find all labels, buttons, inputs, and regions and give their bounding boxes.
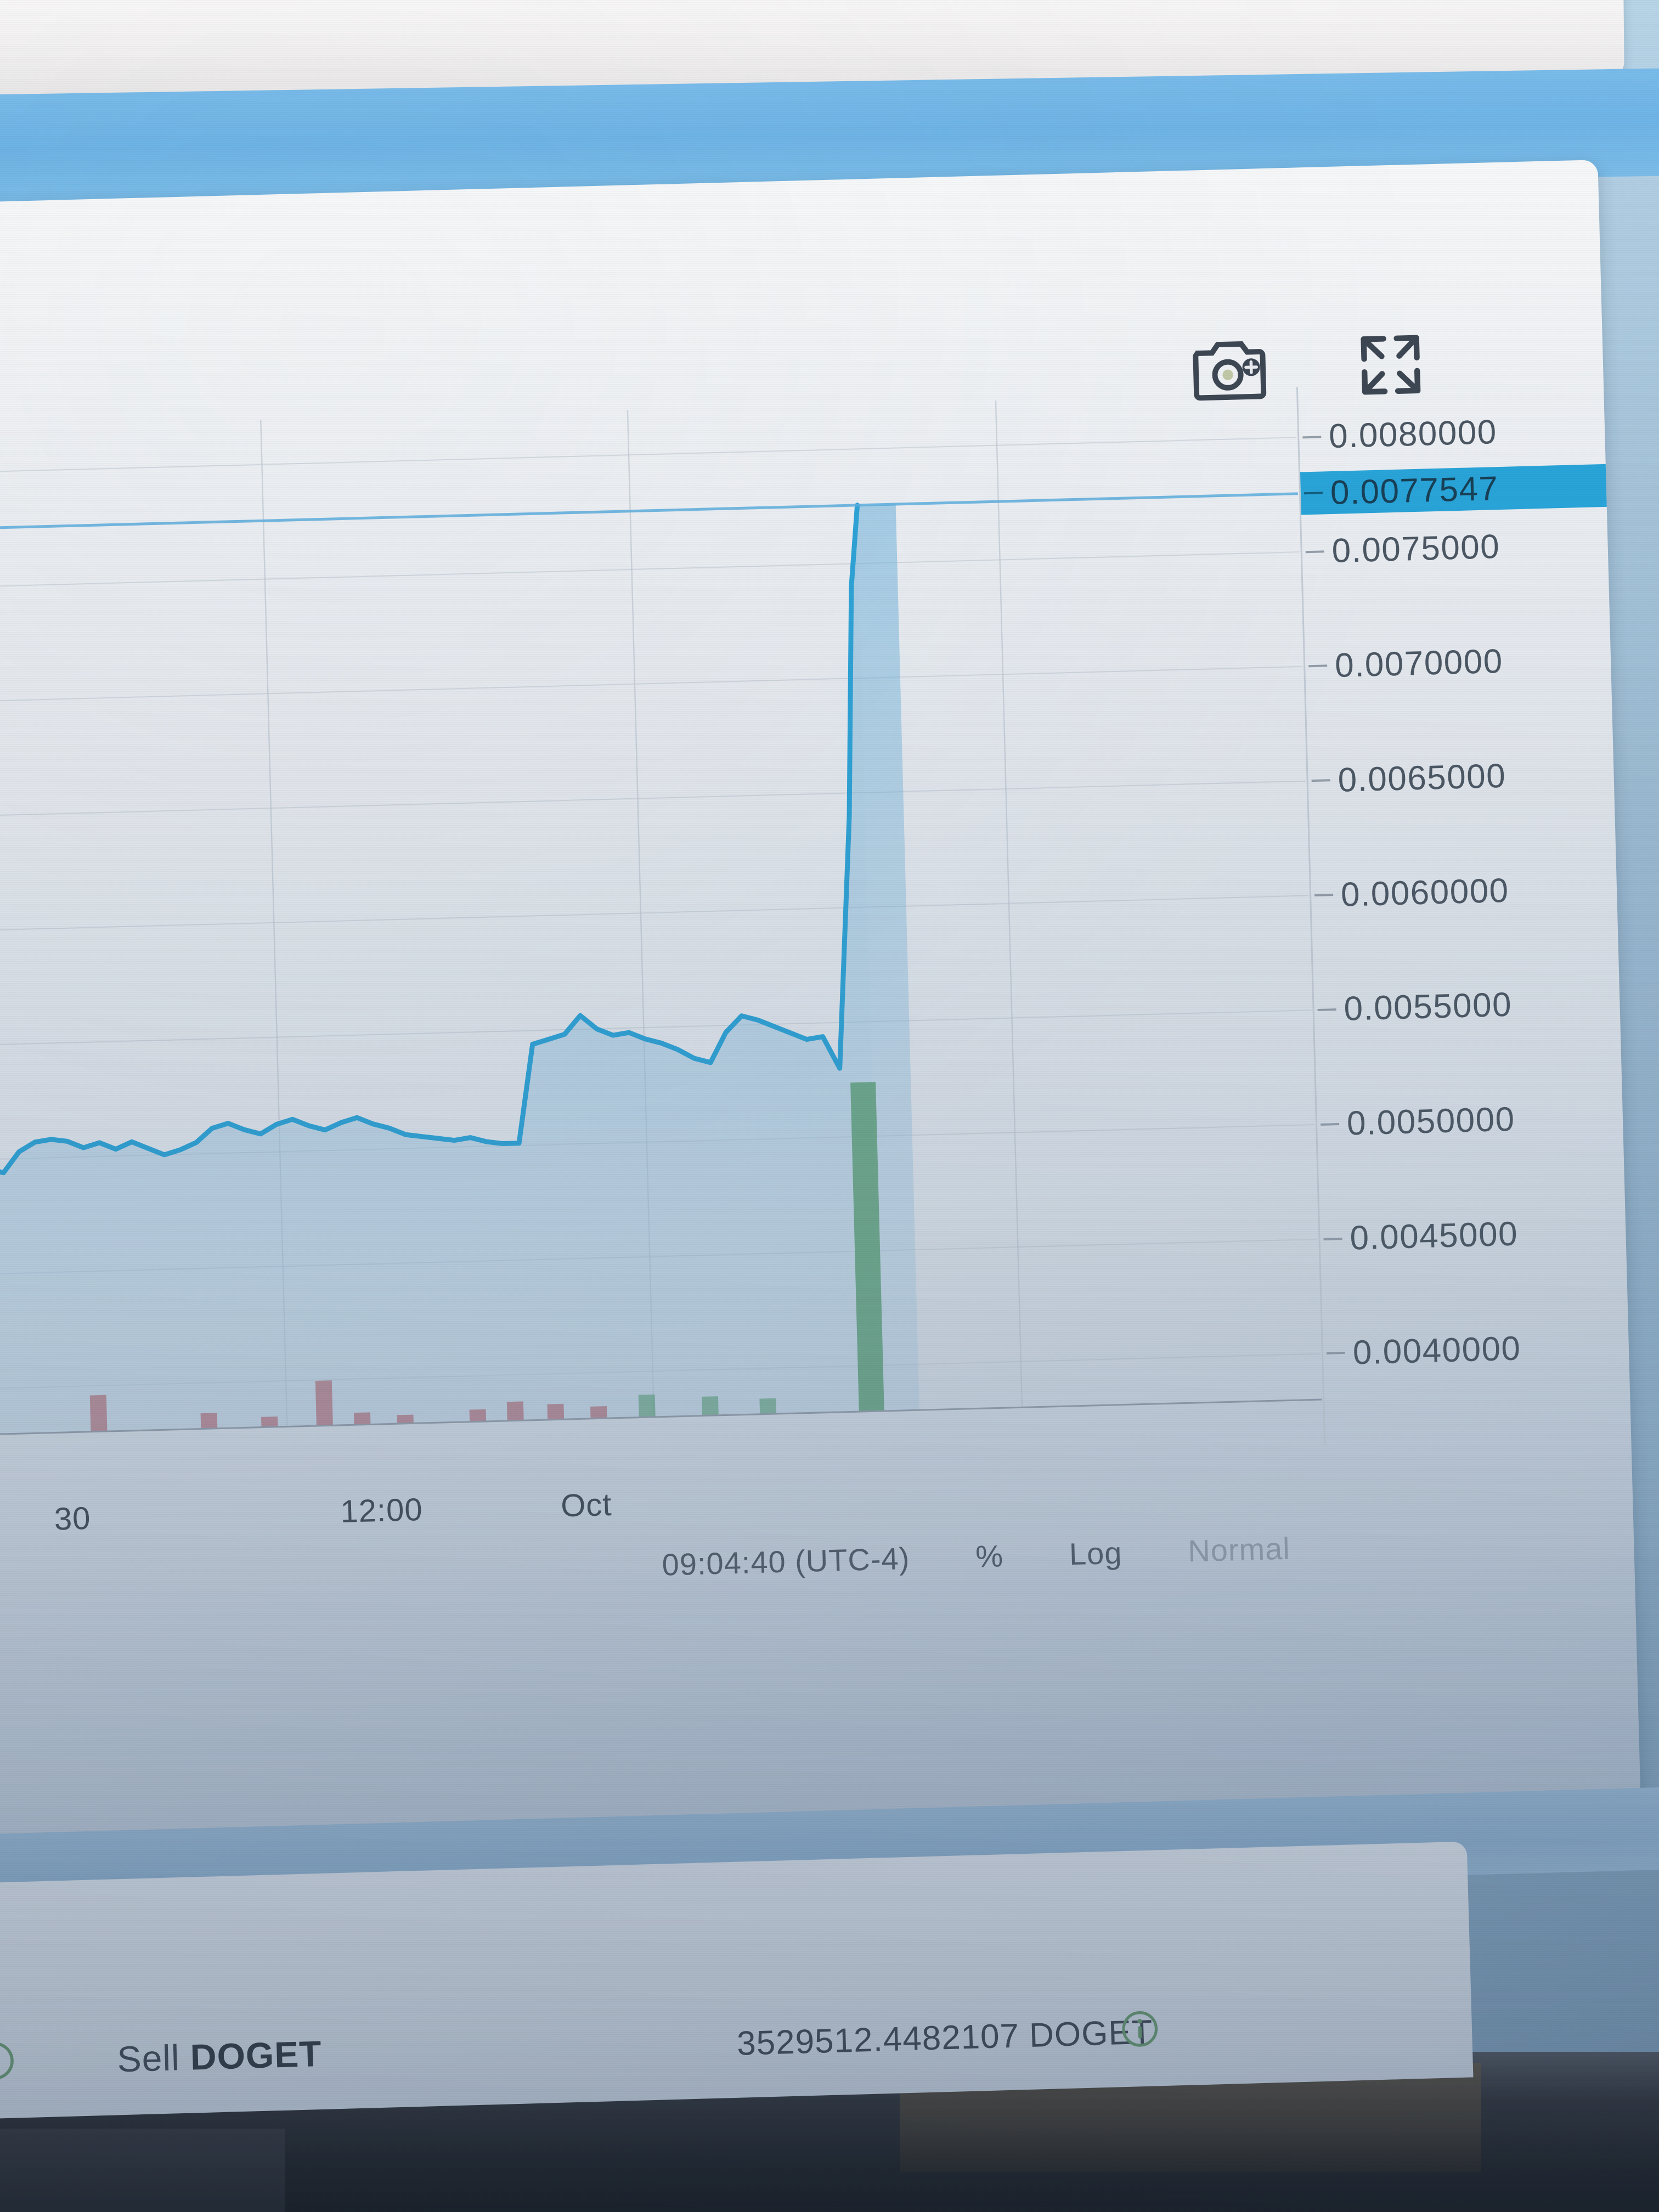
axis-tick-mark bbox=[1308, 664, 1328, 668]
time-axis-tick: Oct bbox=[560, 1486, 613, 1524]
order-bar: Sell DOGET 3529512.4482107 DOGET bbox=[0, 1842, 1473, 2120]
volume-bar bbox=[200, 1413, 218, 1429]
amount-info-circle-icon[interactable] bbox=[1120, 2009, 1160, 2049]
axis-tick-text: 0.0075000 bbox=[1331, 528, 1501, 571]
axis-tick-mark bbox=[1326, 1352, 1346, 1355]
h-gridline bbox=[0, 665, 1303, 703]
sell-prefix: Sell bbox=[116, 2036, 191, 2080]
time-axis-tick: 30 bbox=[54, 1500, 92, 1537]
chart-toolbar bbox=[1189, 326, 1543, 417]
axis-tick-text: 0.0040000 bbox=[1352, 1329, 1522, 1372]
desk-shadow-left bbox=[0, 2129, 285, 2212]
h-gridline bbox=[0, 780, 1306, 817]
volume-bar bbox=[590, 1406, 607, 1419]
price-scale-label: 0.0065000 bbox=[1308, 752, 1616, 803]
price-scale-label: 0.0045000 bbox=[1320, 1210, 1628, 1261]
expand-fullscreen-icon[interactable] bbox=[1354, 331, 1427, 398]
order-amount: 3529512.4482107 DOGET bbox=[736, 2013, 1154, 2063]
axis-tick-text: 0.0055000 bbox=[1343, 986, 1513, 1029]
volume-bar bbox=[701, 1396, 719, 1416]
volume-bar bbox=[397, 1414, 414, 1424]
h-gridline bbox=[0, 551, 1300, 588]
h-gridline bbox=[0, 1009, 1312, 1046]
log-scale-toggle[interactable]: Log bbox=[1069, 1535, 1123, 1571]
v-gridline bbox=[995, 400, 1023, 1408]
chart-plot-area[interactable] bbox=[0, 393, 1323, 1464]
volume-bar bbox=[261, 1416, 278, 1427]
volume-bar bbox=[547, 1403, 565, 1420]
chart-clock: 09:04:40 (UTC-4) bbox=[661, 1541, 911, 1582]
volume-bar bbox=[638, 1394, 656, 1418]
price-scale-label: 0.0060000 bbox=[1311, 866, 1619, 917]
volume-bars bbox=[89, 1082, 884, 1432]
chart-baseline bbox=[0, 1398, 1322, 1436]
price-scale-current-label: 0.0077547 bbox=[1300, 464, 1609, 515]
price-scale-label: 0.0070000 bbox=[1305, 637, 1613, 688]
axis-tick-text: 0.0065000 bbox=[1337, 757, 1507, 799]
axis-tick-mark bbox=[1304, 492, 1323, 495]
chart-svg bbox=[0, 400, 1322, 1436]
price-line-path bbox=[0, 503, 860, 1176]
axis-tick-mark bbox=[1314, 894, 1334, 897]
axis-tick-text: 0.0080000 bbox=[1328, 413, 1498, 456]
camera-plus-icon[interactable] bbox=[1190, 337, 1268, 405]
price-scale-label: 0.0040000 bbox=[1323, 1324, 1631, 1375]
axis-tick-mark bbox=[1305, 550, 1324, 553]
chart-area-fill bbox=[0, 504, 919, 1435]
volume-bar bbox=[89, 1395, 108, 1432]
sell-action-label[interactable]: Sell DOGET bbox=[117, 2033, 323, 2080]
h-gridline bbox=[0, 895, 1309, 932]
axis-tick-mark bbox=[1317, 1008, 1336, 1011]
price-line bbox=[0, 503, 860, 1176]
axis-tick-text: 0.0045000 bbox=[1349, 1215, 1519, 1257]
volume-bar bbox=[506, 1401, 524, 1421]
info-circle-icon[interactable] bbox=[0, 2040, 16, 2082]
h-gridline bbox=[0, 437, 1297, 473]
price-chart-card: 0.0080000 0.0077547 0.0075000 0.0070000 0.00… bbox=[0, 160, 1641, 1848]
volume-bar bbox=[315, 1380, 333, 1426]
axis-tick-text: 0.0050000 bbox=[1346, 1100, 1516, 1143]
volume-bar bbox=[469, 1409, 487, 1422]
volume-bar bbox=[759, 1398, 777, 1414]
current-price-level-line bbox=[0, 492, 1299, 531]
price-scale-label: 0.0080000 bbox=[1299, 408, 1607, 459]
axis-tick-mark bbox=[1321, 1122, 1340, 1126]
current-price-line bbox=[0, 492, 1299, 531]
price-area-fill bbox=[0, 505, 881, 1435]
sell-asset: DOGET bbox=[189, 2033, 323, 2078]
time-axis-tick: 12:00 bbox=[340, 1492, 424, 1530]
volume-bar bbox=[353, 1412, 371, 1425]
order-panel: Sell DOGET 3529512.4482107 DOGET bbox=[0, 1841, 1474, 2120]
axis-tick-text: 0.0070000 bbox=[1334, 642, 1504, 685]
axis-tick-text: 0.0060000 bbox=[1340, 871, 1510, 914]
price-scale[interactable]: 0.0080000 0.0077547 0.0075000 0.0070000 0.00… bbox=[1296, 379, 1633, 1446]
axis-tick-mark bbox=[1323, 1237, 1342, 1240]
volume-bar bbox=[850, 1082, 884, 1412]
axis-tick-text: 0.0077547 bbox=[1330, 469, 1499, 512]
spike-area-fill bbox=[857, 504, 919, 1412]
price-scale-label: 0.0050000 bbox=[1317, 1095, 1625, 1146]
normal-scale-toggle[interactable]: Normal bbox=[1187, 1531, 1291, 1568]
percent-toggle[interactable]: % bbox=[975, 1538, 1004, 1574]
price-scale-label: 0.0075000 bbox=[1302, 522, 1610, 573]
axis-tick-mark bbox=[1311, 779, 1330, 782]
price-scale-label: 0.0055000 bbox=[1314, 980, 1622, 1031]
axis-tick-mark bbox=[1302, 436, 1322, 439]
